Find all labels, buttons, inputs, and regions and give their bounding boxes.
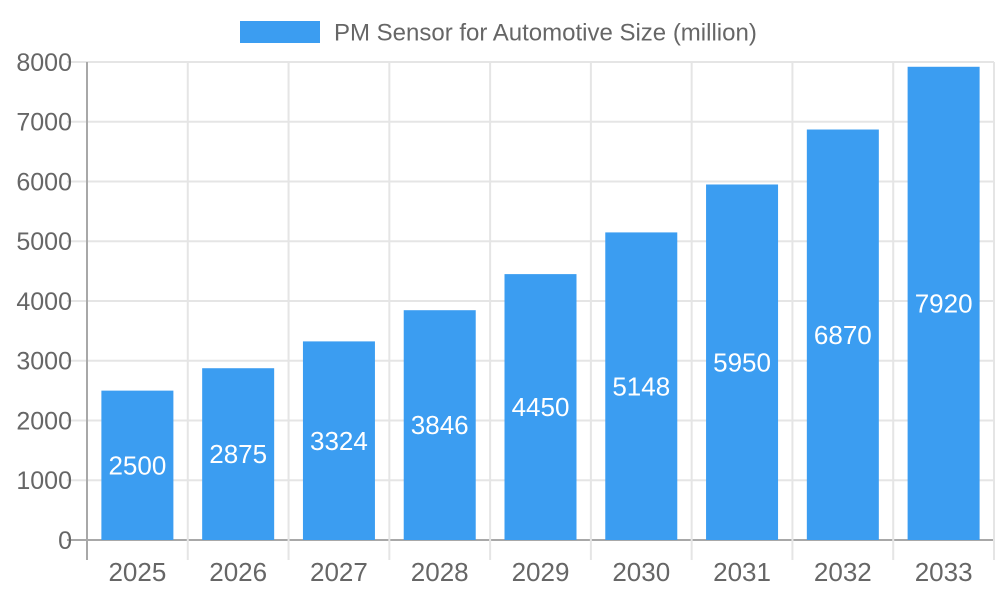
bar-series (101, 66, 980, 541)
bar[interactable] (202, 368, 275, 540)
x-axis-tick-label: 2032 (814, 557, 872, 587)
bar-value-label: 2875 (209, 439, 267, 469)
bar-value-label: 4450 (512, 392, 570, 422)
legend-swatch[interactable] (240, 21, 320, 43)
vertical-gridlines (86, 62, 995, 560)
y-axis-tick-label: 2000 (16, 407, 72, 435)
x-axis-tick-label: 2029 (512, 557, 570, 587)
bar-value-label: 3846 (411, 410, 469, 440)
bar-value-label: 5950 (713, 347, 771, 377)
legend-label: PM Sensor for Automotive Size (million) (334, 19, 757, 46)
y-axis-tick-label: 1000 (16, 467, 72, 495)
y-axis-tick-label: 8000 (16, 49, 72, 77)
x-axis-tick-label: 2025 (108, 557, 166, 587)
y-axis-tick-label: 7000 (16, 109, 72, 137)
x-axis-tick-label: 2033 (915, 557, 973, 587)
y-axis-tick-label: 0 (58, 527, 72, 555)
y-axis-tick-label: 5000 (16, 228, 72, 256)
bar-value-label: 5148 (612, 371, 670, 401)
bar[interactable] (403, 310, 476, 540)
y-axis-tick-label: 3000 (16, 348, 72, 376)
bar-value-label: 3324 (310, 426, 368, 456)
bar[interactable] (504, 274, 577, 540)
bar[interactable] (302, 341, 375, 540)
bar-value-labels: 2500 2875 3324 3846 4450 5148 5950 6870 7920 (108, 288, 972, 480)
x-axis-tick-labels: 2025 2026 2027 2028 2029 2030 2031 2032 2033 (108, 557, 972, 587)
y-axis-tick-labels: 0 1000 2000 3000 4000 5000 6000 7000 8000 (16, 49, 72, 555)
bar[interactable] (907, 66, 980, 540)
x-axis-tick-label: 2027 (310, 557, 368, 587)
bar[interactable] (706, 184, 779, 541)
bar[interactable] (806, 129, 879, 540)
bar-value-label: 2500 (108, 450, 166, 480)
x-axis-tick-label: 2026 (209, 557, 267, 587)
y-axis-tick-label: 4000 (16, 288, 72, 316)
bar[interactable] (101, 390, 174, 540)
y-axis-tick-label: 6000 (16, 168, 72, 196)
x-axis-tick-label: 2031 (713, 557, 771, 587)
bar[interactable] (605, 232, 678, 541)
legend[interactable]: PM Sensor for Automotive Size (million) (240, 19, 757, 46)
x-axis-tick-label: 2030 (612, 557, 670, 587)
bar-value-label: 7920 (915, 288, 973, 318)
bar-value-label: 6870 (814, 320, 872, 350)
x-axis-tick-label: 2028 (411, 557, 469, 587)
